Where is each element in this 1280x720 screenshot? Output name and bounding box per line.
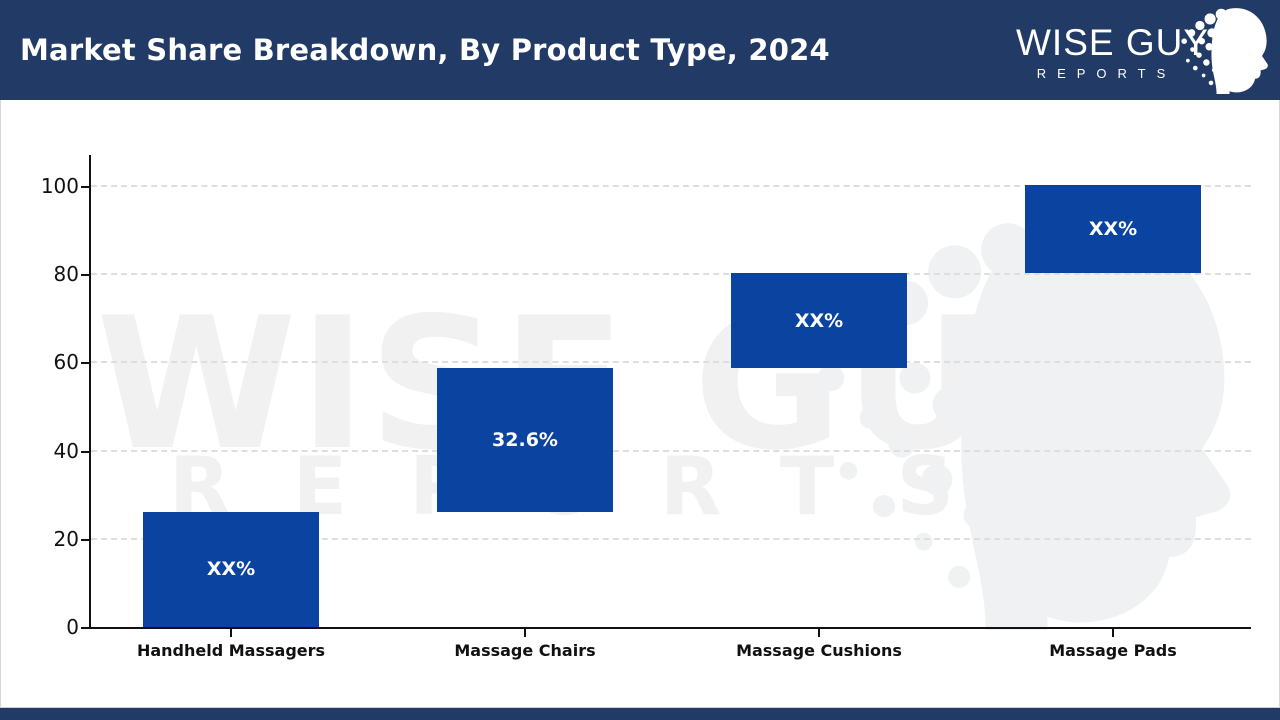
gridline-60 <box>91 361 1251 364</box>
y-axis-spine <box>89 155 91 629</box>
x-tick-0 <box>230 629 232 637</box>
page-title: Market Share Breakdown, By Product Type,… <box>20 33 830 67</box>
wiseguy-logo: WISE GUY REPORTS <box>1016 4 1268 96</box>
x-category-label-0: Handheld Massagers <box>136 641 326 660</box>
x-tick-2 <box>818 629 820 637</box>
bar-2: XX% <box>731 273 907 369</box>
gridline-100 <box>91 185 1251 187</box>
bar-value-label: XX% <box>794 309 844 332</box>
logo-text: WISE GUY REPORTS <box>1016 22 1210 81</box>
y-tick-label-100: 100 <box>40 174 79 198</box>
bar-value-label: 32.6% <box>492 429 558 451</box>
bar-value-label: XX% <box>1088 218 1138 241</box>
y-tick-0 <box>81 627 89 629</box>
gridline-40 <box>91 449 1251 452</box>
footer-bar <box>0 708 1280 720</box>
wiseguy-head-icon <box>1181 8 1268 94</box>
logo-reports-text: REPORTS <box>1036 66 1177 81</box>
x-axis-spine <box>89 627 1251 629</box>
x-tick-1 <box>524 629 526 637</box>
x-tick-3 <box>1112 629 1114 637</box>
y-tick-label-60: 60 <box>53 350 79 375</box>
bar-1: 32.6% <box>437 368 613 512</box>
header-band: Market Share Breakdown, By Product Type,… <box>0 0 1280 100</box>
y-tick-label-20: 20 <box>53 526 79 551</box>
chart-area: WISE GUY REPORTS XX%32.6%XX%XX%020406080… <box>0 100 1280 708</box>
gridline-80 <box>91 273 1251 276</box>
x-category-label-3: Massage Pads <box>1049 641 1177 660</box>
logo-wiseguy-text: WISE GUY <box>1016 22 1210 63</box>
y-tick-60 <box>81 362 89 365</box>
bar-value-label: XX% <box>206 558 256 581</box>
x-category-label-1: Massage Chairs <box>454 641 596 660</box>
y-tick-label-80: 80 <box>53 262 79 287</box>
y-tick-label-0: 0 <box>66 615 79 639</box>
gridline-20 <box>91 537 1251 540</box>
bar-0: XX% <box>143 511 319 627</box>
y-tick-80 <box>81 274 89 277</box>
bar-3: XX% <box>1025 185 1201 274</box>
x-category-label-2: Massage Cushions <box>736 641 902 660</box>
y-tick-label-40: 40 <box>53 438 79 463</box>
y-tick-20 <box>81 538 89 541</box>
y-tick-100 <box>81 186 89 188</box>
y-tick-40 <box>81 450 89 453</box>
